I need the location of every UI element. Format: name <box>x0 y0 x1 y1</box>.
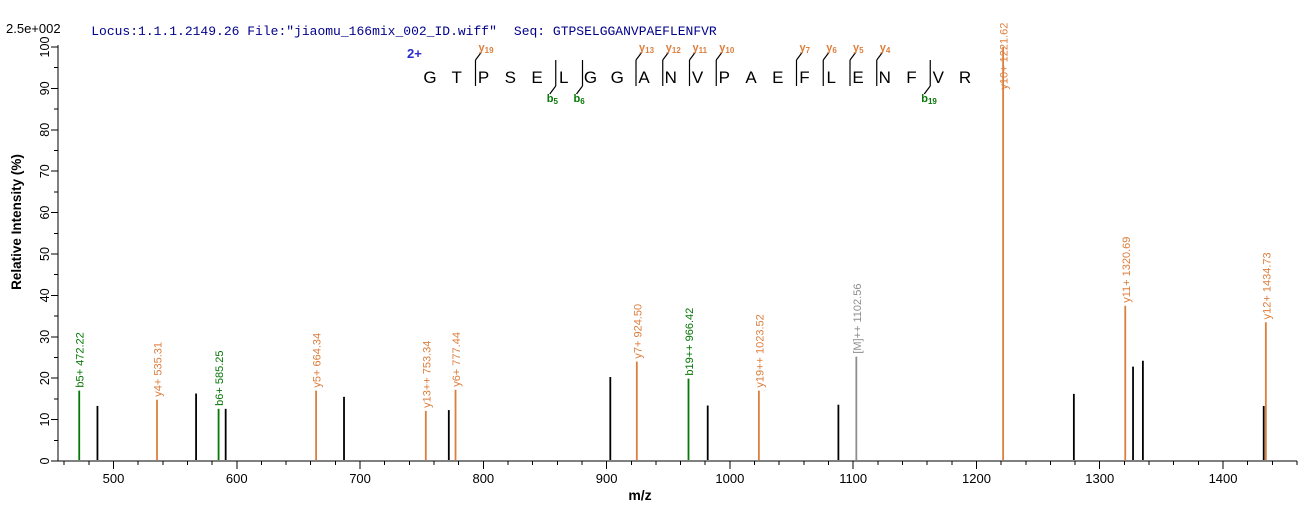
peak-label: y13++ 753.34 <box>421 341 433 408</box>
y-axis-tick-label: 10 <box>38 413 52 427</box>
y-axis-tick-label: 100 <box>38 37 52 58</box>
y-axis-tick-label: 90 <box>38 81 52 95</box>
fragment-marker-diagonal <box>876 51 884 61</box>
peak-label: y6+ 777.44 <box>451 332 463 387</box>
y-axis-tick-label: 60 <box>38 206 52 220</box>
spectrum-header: Locus:1.1.1.2149.26 File:"jiaomu_166mix_… <box>60 9 717 54</box>
y-axis-tick-label: 0 <box>38 457 52 464</box>
peak-label: y10+ 1221.62 <box>999 23 1011 90</box>
x-axis-tick-label: 800 <box>472 471 494 486</box>
sequence-residue: E <box>772 68 783 87</box>
b-ion-marker-label: b19 <box>921 93 937 106</box>
peak-label: y4+ 535.31 <box>153 342 165 397</box>
y-ion-marker-label: y7 <box>800 42 811 55</box>
y-axis-tick-label: 20 <box>38 371 52 385</box>
fragment-marker-diagonal <box>475 51 482 61</box>
x-axis-tick-label: 500 <box>103 471 125 486</box>
y-axis-tick-label: 30 <box>38 330 52 344</box>
y-ion-marker-label: y5 <box>853 42 864 55</box>
sequence-label: Seq: GTPSELGGANVPAEFLENFVR <box>513 24 717 39</box>
sequence-residue: A <box>638 68 650 87</box>
sequence-residue: G <box>611 68 624 87</box>
y-ion-marker-label: y10 <box>719 42 735 55</box>
peak-label: b6+ 585.25 <box>214 350 226 405</box>
fragment-marker-diagonal <box>796 51 803 61</box>
fragment-marker-diagonal <box>689 51 696 61</box>
y-axis-tick-label: 40 <box>38 288 52 302</box>
fragment-marker-diagonal <box>635 51 643 61</box>
fragment-marker-diagonal <box>923 85 931 95</box>
peak-label: [M]++ 1102.56 <box>852 284 864 354</box>
sequence-residue: G <box>584 68 597 87</box>
peak-label: b5+ 472.22 <box>75 332 87 387</box>
peak-label: b19++ 966.42 <box>684 308 696 376</box>
sequence-residue: P <box>719 68 730 87</box>
fragment-marker-diagonal <box>662 51 670 61</box>
fragment-marker-diagonal <box>849 51 857 61</box>
sequence-residue: A <box>745 68 757 87</box>
fragment-marker-diagonal <box>715 51 723 61</box>
peak-label: y19++ 1023.52 <box>754 314 766 387</box>
peak-label: y7+ 924.50 <box>632 304 644 359</box>
sequence-residue: V <box>933 68 945 87</box>
x-axis-tick-label: 1100 <box>839 471 867 486</box>
x-axis-tick-label: 600 <box>226 471 248 486</box>
peak-label: y12+ 1434.73 <box>1261 252 1273 319</box>
y-ion-marker-label: y11 <box>693 42 708 55</box>
sequence-residue: L <box>559 68 568 87</box>
b-ion-marker-label: b6 <box>574 93 586 106</box>
x-axis-tick-label: 1300 <box>1085 471 1114 486</box>
sequence-residue: T <box>452 68 462 87</box>
y-ion-marker-label: y6 <box>826 42 837 55</box>
peak-label: y11+ 1320.69 <box>1121 237 1133 303</box>
sequence-residue: E <box>531 68 542 87</box>
x-axis-tick-label: 1200 <box>962 471 991 486</box>
x-axis-title: m/z <box>628 487 651 503</box>
sequence-residue: F <box>906 68 916 87</box>
sequence-residue: N <box>665 68 677 87</box>
sequence-residue: G <box>423 68 436 87</box>
x-axis-tick-label: 700 <box>349 471 371 486</box>
peak-label: y5+ 664.34 <box>312 333 324 388</box>
x-axis-tick-label: 900 <box>596 471 618 486</box>
y-axis-tick-label: 80 <box>38 123 52 137</box>
sequence-residue: E <box>852 68 863 87</box>
sequence-residue: F <box>799 68 809 87</box>
sequence-residue: N <box>879 68 891 87</box>
sequence-residue: R <box>959 68 971 87</box>
y-ion-marker-label: y12 <box>666 42 682 55</box>
locus-file-label: Locus:1.1.1.2149.26 File:"jiaomu_166mix_… <box>91 24 497 39</box>
precursor-charge-label: 2+ <box>407 46 422 61</box>
sequence-residue: P <box>478 68 489 87</box>
y-axis-tick-label: 70 <box>38 164 52 178</box>
y-ion-marker-label: y4 <box>880 42 891 55</box>
y-ion-marker-label: y19 <box>479 42 495 55</box>
sequence-residue: V <box>692 68 704 87</box>
y-axis-tick-label: 50 <box>38 247 52 261</box>
intensity-scale-label: 2.5e+002 <box>6 21 61 36</box>
sequence-residue: L <box>827 68 836 87</box>
x-axis-tick-label: 1400 <box>1209 471 1238 486</box>
fragment-marker-diagonal <box>576 85 583 95</box>
b-ion-marker-label: b5 <box>547 93 559 106</box>
sequence-residue: S <box>505 68 516 87</box>
fragment-marker-diagonal <box>549 85 557 95</box>
x-axis-tick-label: 1000 <box>715 471 744 486</box>
y-ion-marker-label: y13 <box>639 42 655 55</box>
y-axis-title: Relative Intensity (%) <box>9 154 24 290</box>
fragment-marker-diagonal <box>822 51 830 61</box>
